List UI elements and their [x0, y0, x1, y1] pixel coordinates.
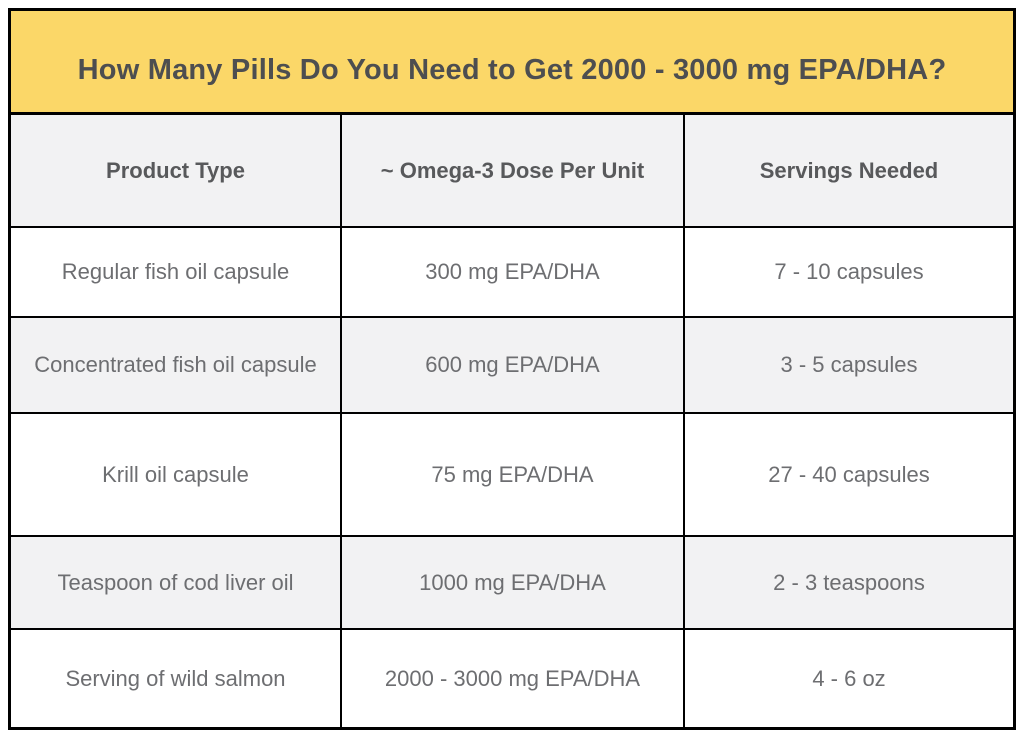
table-cell: 1000 mg EPA/DHA: [340, 535, 685, 630]
table-cell: 4 - 6 oz: [683, 628, 1013, 727]
table-row: Regular fish oil capsule 300 mg EPA/DHA 7 …: [11, 226, 1013, 318]
page-title: How Many Pills Do You Need to Get 2000 -…: [77, 54, 947, 86]
table-cell: 27 - 40 capsules: [683, 412, 1013, 537]
column-header: ~ Omega-3 Dose Per Unit: [340, 115, 685, 228]
table-cell: Concentrated fish oil capsule: [11, 316, 342, 414]
column-header: Product Type: [11, 115, 342, 228]
table-cell: Teaspoon of cod liver oil: [11, 535, 342, 630]
table-cell: Krill oil capsule: [11, 412, 342, 537]
table-cell: 3 - 5 capsules: [683, 316, 1013, 414]
title-banner: How Many Pills Do You Need to Get 2000 -…: [11, 11, 1013, 115]
table-cell: Serving of wild salmon: [11, 628, 342, 727]
table-cell: Regular fish oil capsule: [11, 226, 342, 318]
table-cell: 7 - 10 capsules: [683, 226, 1013, 318]
table-row: Concentrated fish oil capsule 600 mg EPA/…: [11, 316, 1013, 414]
table-row: Teaspoon of cod liver oil 1000 mg EPA/DHA…: [11, 535, 1013, 630]
table-row: Krill oil capsule 75 mg EPA/DHA 27 - 40 ca…: [11, 412, 1013, 537]
table-cell: 75 mg EPA/DHA: [340, 412, 685, 537]
table-cell: 600 mg EPA/DHA: [340, 316, 685, 414]
omega3-dosage-table: Product Type ~ Omega-3 Dose Per Unit Servi…: [11, 115, 1013, 727]
table-body: Product Type ~ Omega-3 Dose Per Unit Servi…: [11, 115, 1013, 727]
table-cell: 300 mg EPA/DHA: [340, 226, 685, 318]
table-cell: 2000 - 3000 mg EPA/DHA: [340, 628, 685, 727]
table-cell: 2 - 3 teaspoons: [683, 535, 1013, 630]
table-frame: How Many Pills Do You Need to Get 2000 -…: [8, 8, 1016, 730]
table-header-row: Product Type ~ Omega-3 Dose Per Unit Servi…: [11, 115, 1013, 228]
column-header: Servings Needed: [683, 115, 1013, 228]
table-row: Serving of wild salmon 2000 - 3000 mg EPA…: [11, 628, 1013, 727]
